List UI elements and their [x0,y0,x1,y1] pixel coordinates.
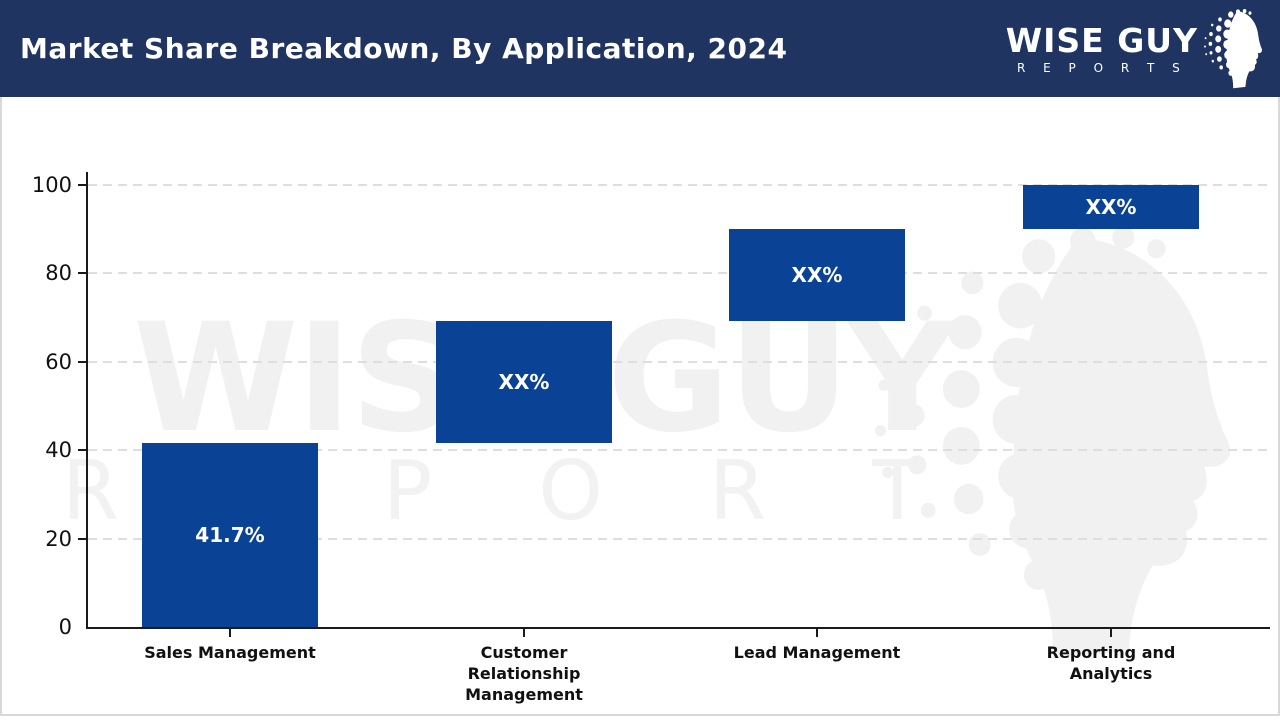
header-bar: Market Share Breakdown, By Application, … [0,0,1280,97]
x-tick-mark-3 [1110,629,1112,637]
bar-value-label: XX% [791,263,843,288]
y-tick-label-40: 40 [45,438,72,463]
x-tick-label-customer-relationship-management: Customer Relationship Management [465,643,583,704]
bar-value-label: XX% [498,369,550,394]
gridline-60 [88,360,1270,363]
logo-title: WISE GUY [1005,20,1198,60]
gridline-100 [88,184,1270,186]
y-tick-mark-40 [78,449,86,452]
x-tick-label-sales-management: Sales Management [144,643,316,662]
y-axis-line [86,172,88,629]
x-tick-mark-1 [523,629,525,637]
logo-subtitle: R E P O R T S [1016,60,1187,75]
y-tick-mark-20 [78,537,86,540]
y-tick-label-0: 0 [58,615,72,639]
gridline-20 [88,537,1270,540]
y-tick-label-80: 80 [45,261,72,286]
bar-sales-management: 41.7% [142,442,318,627]
bar-lead-management: XX% [729,229,905,322]
watermark-head-graphic [874,226,1230,659]
y-tick-mark-60 [78,360,86,363]
waterfall-chart: 0 20 40 60 80 100 41.7% XX% XX% XX% Sales Manageme… [32,172,1270,704]
x-tick-mark-0 [229,629,231,637]
x-axis-line [86,627,1270,629]
y-tick-label-20: 20 [45,526,72,551]
gridline-80 [88,272,1270,275]
y-tick-label-60: 60 [45,349,72,374]
gridline-40 [88,449,1270,452]
bar-value-label: XX% [1085,195,1137,220]
y-tick-label-100: 100 [31,173,72,197]
wiseguy-logo: WISE GUY R E P O R T S [1005,8,1262,89]
y-tick-mark-100 [78,184,86,186]
bar-value-label: 41.7% [195,522,265,547]
bar-reporting-and-analytics: XX% [1023,185,1199,230]
x-tick-label-lead-management: Lead Management [733,643,901,662]
page-title: Market Share Breakdown, By Application, … [20,32,788,65]
y-tick-mark-80 [78,272,86,275]
bar-customer-relationship-management: XX% [436,321,612,443]
x-tick-mark-2 [816,629,818,637]
wiseguy-head-icon [1204,8,1262,88]
x-tick-label-reporting-and-analytics: Reporting and Analytics [1046,643,1176,683]
